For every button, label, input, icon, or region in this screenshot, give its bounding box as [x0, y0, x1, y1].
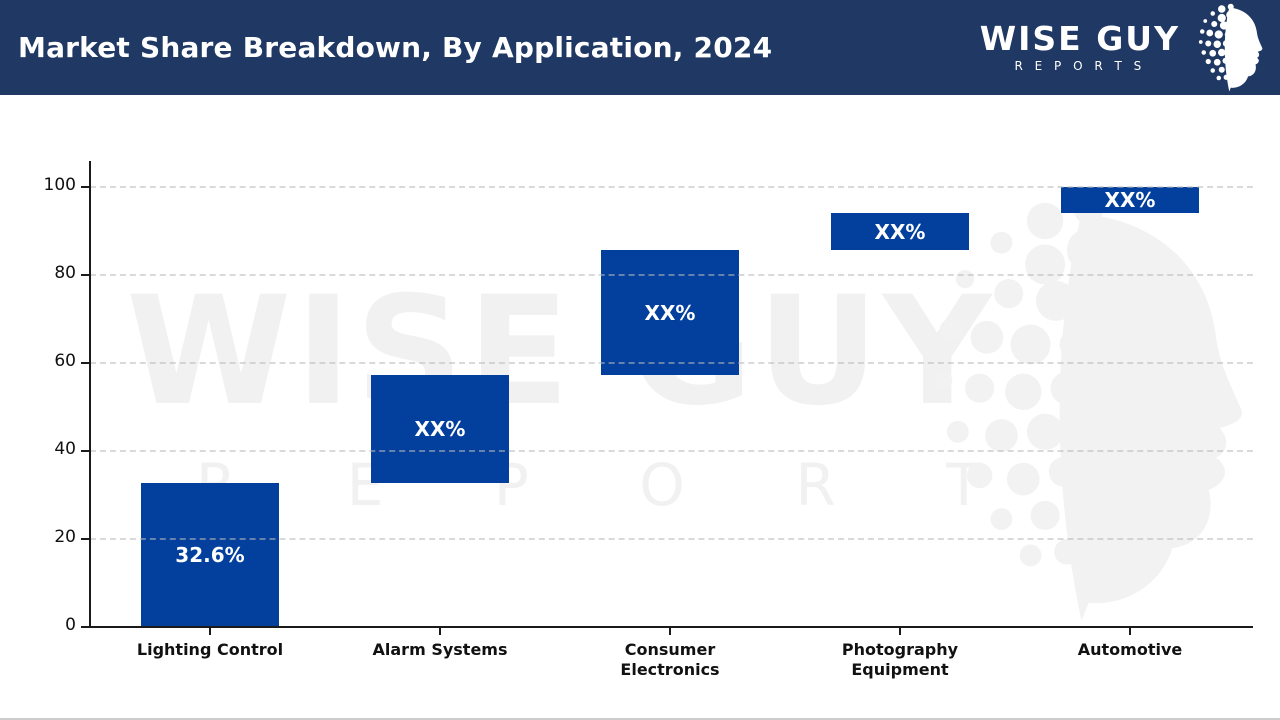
gridline-100: [90, 186, 1253, 189]
x-axis-line: [82, 626, 1253, 628]
y-tick-mark: [81, 186, 90, 189]
y-tick-label: 40: [54, 438, 76, 459]
x-tick-mark: [209, 627, 211, 635]
y-tick-label: 0: [65, 614, 76, 635]
y-tick-mark: [81, 361, 90, 364]
y-tick-mark: [81, 273, 90, 276]
head-profile-icon: [1182, 3, 1266, 93]
y-tick-label: 20: [54, 526, 76, 547]
x-tick-mark: [439, 627, 441, 635]
y-axis-line: [89, 161, 91, 627]
footer-divider: [0, 718, 1280, 720]
category-label: Photography Equipment: [841, 640, 959, 679]
category-label: Consumer Electronics: [620, 640, 720, 679]
chart-area: WISE GUY R E P O R T S 0 20 40 60 80 100 32.6%…: [0, 95, 1280, 720]
page-title: Market Share Breakdown, By Application, …: [18, 31, 773, 64]
category-label: Automotive: [1077, 640, 1183, 659]
y-tick-mark: [81, 537, 90, 540]
y-tick-mark: [81, 449, 90, 452]
x-tick-mark: [669, 627, 671, 635]
bar-automotive: XX%: [1061, 187, 1199, 214]
category-label: Alarm Systems: [372, 640, 508, 659]
bar-lighting-control: 32.6%: [141, 483, 279, 627]
bar-value-label: 32.6%: [175, 542, 245, 567]
gridline-80: [90, 273, 1253, 276]
logo-subtitle: R E P O R T S: [1014, 59, 1146, 73]
x-tick-mark: [899, 627, 901, 635]
bar-value-label: XX%: [644, 300, 696, 325]
y-tick-label: 100: [43, 175, 76, 196]
bar-value-label: XX%: [1104, 188, 1156, 213]
header-bar: Market Share Breakdown, By Application, …: [0, 0, 1280, 95]
y-tick-mark: [81, 625, 90, 628]
logo-text: WISE GUY R E P O R T S: [980, 22, 1180, 73]
watermark-wise-guy: WISE GUY: [126, 265, 996, 439]
gridline-20: [90, 537, 1253, 540]
bar-photography-equipment: XX%: [831, 213, 969, 251]
bar-value-label: XX%: [414, 417, 466, 442]
bar-value-label: XX%: [874, 219, 926, 244]
bar-consumer-electronics: XX%: [601, 250, 739, 376]
gridline-60: [90, 361, 1253, 364]
wise-guy-logo: WISE GUY R E P O R T S: [980, 3, 1266, 93]
y-tick-label: 60: [54, 350, 76, 371]
gridline-40: [90, 449, 1253, 452]
logo-name: WISE GUY: [979, 19, 1180, 58]
y-tick-label: 80: [54, 262, 76, 283]
x-tick-mark: [1129, 627, 1131, 635]
category-label: Lighting Control: [136, 640, 284, 659]
bar-alarm-systems: XX%: [371, 375, 509, 484]
watermark-head-icon: [856, 190, 1256, 630]
